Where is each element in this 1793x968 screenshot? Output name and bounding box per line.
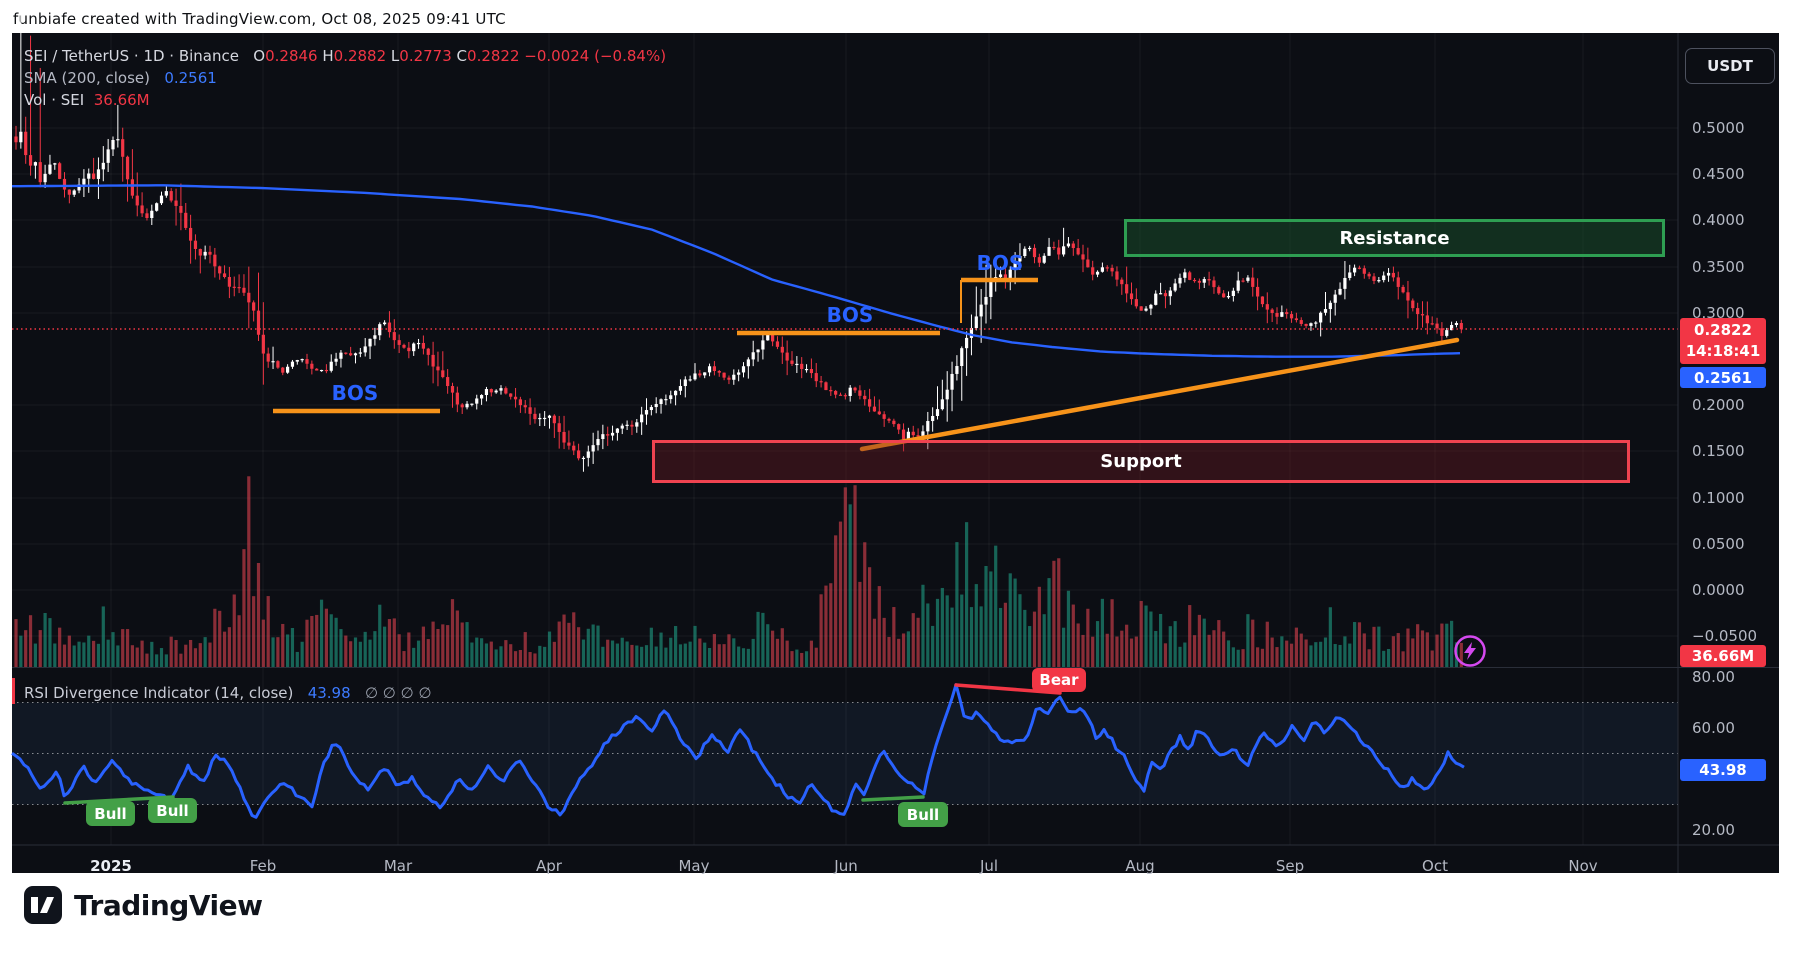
ohlc-value: 0.2773 (399, 47, 457, 65)
rsi-empty-values: ∅ ∅ ∅ ∅ (364, 684, 432, 702)
tradingview-logo-text: TradingView (74, 888, 263, 922)
axis-tick-label: 80.00 (1692, 668, 1735, 686)
time-tick-label: Jul (979, 857, 999, 875)
bull-signal-label: Bull (148, 798, 197, 823)
support-label: Support (1100, 451, 1182, 472)
ohlc-key: H (322, 47, 334, 65)
ohlc-values: O0.2846 H0.2882 L0.2773 C0.2822 (253, 47, 524, 65)
volume-label: Vol · SEI (24, 91, 85, 109)
time-tick-label: Feb (249, 857, 277, 875)
price-axis[interactable]: 0.5000 0.4500 0.4000 0.3500 0.3000 0.2000 0.15… (1678, 33, 1779, 873)
bos-annotation[interactable]: BOS (826, 303, 874, 327)
time-tick-label: May (678, 857, 710, 875)
time-tick-label: Aug (1125, 857, 1155, 875)
rsi-label: RSI Divergence Indicator (14, close) (24, 684, 294, 702)
ohlc-key: O (253, 47, 266, 65)
volume-badge: 36.66M (1680, 645, 1766, 667)
axis-tick-label: 0.3500 (1692, 258, 1745, 276)
time-axis[interactable]: 2025 Feb Mar Apr May Jun Jul Aug Sep Oct Nov (12, 845, 1779, 875)
axis-tick-label: 0.3000 (1692, 304, 1745, 322)
ohlc-key: L (390, 47, 400, 65)
time-tick-label: Nov (1568, 857, 1598, 875)
time-tick-label: 2025 (90, 857, 132, 875)
axis-tick-label: 60.00 (1692, 719, 1735, 737)
time-tick-label: Jun (834, 857, 858, 875)
axis-tick-label: 0.1000 (1692, 489, 1745, 507)
time-tick-label: Sep (1275, 857, 1305, 875)
time-tick-label: Mar (383, 857, 413, 875)
volume-value: 36.66M (93, 91, 150, 109)
axis-tick-label: 20.00 (1692, 821, 1735, 839)
axis-tick-label: 0.1500 (1692, 442, 1745, 460)
rsi-value: 43.98 (307, 684, 351, 702)
axis-tick-label: 0.4500 (1692, 165, 1745, 183)
ohlc-value: 0.2846 (265, 47, 323, 65)
bull-signal-label: Bull (898, 802, 948, 827)
rsi-value-badge: 43.98 (1680, 759, 1766, 781)
ohlc-value: 0.2882 (333, 47, 391, 65)
resistance-label: Resistance (1339, 227, 1450, 249)
bull-signal-label: Bull (86, 801, 135, 826)
currency-toggle-button[interactable]: USDT (1685, 48, 1775, 84)
sma-value: 0.2561 (164, 69, 217, 87)
last-price-badge: 0.2822 14:18:41 (1680, 318, 1766, 364)
axis-tick-label: 0.0500 (1692, 535, 1745, 553)
symbol-legend-row[interactable]: SEI / TetherUS · 1D · Binance O0.2846 H0… (24, 47, 666, 65)
support-zone[interactable]: Support (652, 440, 1630, 483)
chart-canvas[interactable] (11, 3, 1779, 873)
ohlc-key: C (456, 47, 468, 65)
bear-signal-label: Bear (1032, 668, 1086, 692)
resistance-zone[interactable]: Resistance (1124, 219, 1665, 257)
bar-countdown: 14:18:41 (1685, 342, 1761, 360)
chart-widget[interactable]: SEI / TetherUS · 1D · Binance O0.2846 H0… (11, 3, 1779, 875)
time-tick-label: Oct (1422, 857, 1448, 875)
last-price-value: 0.2822 (1694, 321, 1752, 339)
symbol-title: SEI / TetherUS · 1D · Binance (24, 47, 239, 65)
lightning-icon[interactable] (1452, 633, 1488, 669)
bos-annotation[interactable]: BOS (331, 381, 379, 405)
rsi-legend-row[interactable]: RSI Divergence Indicator (14, close) 43.… (24, 684, 432, 702)
axis-tick-label: −0.0500 (1692, 627, 1758, 645)
axis-tick-label: 0.2000 (1692, 396, 1745, 414)
volume-legend-row[interactable]: Vol · SEI 36.66M (24, 91, 150, 109)
axis-tick-label: 0.0000 (1692, 581, 1745, 599)
attribution-text: funbiafe created with TradingView.com, O… (13, 10, 506, 28)
time-tick-label: Apr (536, 857, 562, 875)
sma-price-badge: 0.2561 (1680, 367, 1766, 388)
sma-legend-row[interactable]: SMA (200, close) 0.2561 (24, 69, 217, 87)
tradingview-brand[interactable]: TradingView (24, 886, 263, 924)
sma-label: SMA (200, close) (24, 69, 150, 87)
axis-tick-label: 0.5000 (1692, 119, 1745, 137)
axis-tick-label: 0.4000 (1692, 211, 1745, 229)
bos-annotation[interactable]: BOS (976, 251, 1024, 275)
tradingview-logo-icon (24, 886, 62, 924)
ohlc-value: 0.2822 (467, 47, 525, 65)
change-value: −0.0024 (−0.84%) (524, 47, 667, 65)
